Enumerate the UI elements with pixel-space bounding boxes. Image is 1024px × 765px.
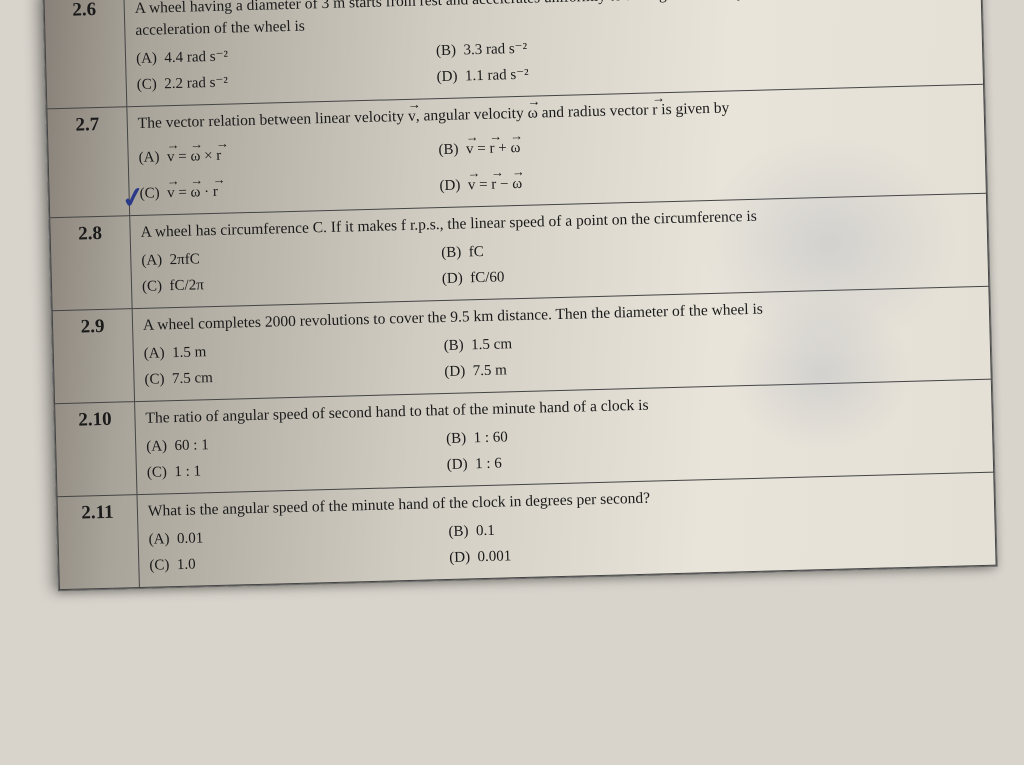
- question-number: 2.10: [55, 402, 137, 497]
- question-number: 2.7: [47, 107, 130, 218]
- option-b: (B) 1 : 60: [446, 422, 706, 451]
- options-grid: (A) 0.01 (B) 0.1 (C) 1.0 (D) 0.001: [148, 515, 709, 577]
- option-b: (B) 1.5 cm: [443, 329, 703, 358]
- option-a: (A) 4.4 rad s⁻²: [136, 42, 396, 71]
- vector-r: r: [652, 100, 658, 123]
- option-a: (A) 2πfC: [141, 244, 401, 273]
- option-c: (C) 7.5 cm: [144, 363, 404, 392]
- question-body: The vector relation between linear veloc…: [127, 85, 987, 216]
- option-c: (C) fC/2π: [142, 270, 402, 299]
- option-d: (D) 1.1 rad s⁻²: [436, 60, 696, 89]
- question-number: 2.6: [44, 0, 127, 109]
- option-d: (D) 7.5 m: [444, 355, 704, 384]
- option-b: (B) fC: [441, 236, 701, 265]
- option-d: (D) v = r − ω: [439, 169, 699, 198]
- option-a: (A) 0.01: [148, 523, 408, 552]
- option-c: (C) 2.2 rad s⁻²: [137, 68, 397, 97]
- option-b: (B) 3.3 rad s⁻²: [436, 34, 696, 63]
- questions-table: 2.6 A wheel having a diameter of 3 m sta…: [43, 0, 996, 590]
- option-c: (C) 1 : 1: [147, 456, 407, 485]
- options-grid: (A) 4.4 rad s⁻² (B) 3.3 rad s⁻² (C) 2.2 …: [136, 34, 697, 96]
- question-number: 2.8: [50, 216, 132, 311]
- option-d: (D) 0.001: [449, 541, 709, 570]
- options-grid: (A) 1.5 m (B) 1.5 cm (C) 7.5 cm (D) 7.5 …: [144, 329, 705, 391]
- question-number: 2.11: [57, 495, 139, 590]
- option-b: (B) v = r + ω: [438, 133, 698, 162]
- options-grid: (A) v = ω × r (B) v = r + ω (C) v = ω · …: [138, 127, 699, 205]
- vector-omega: ω: [527, 103, 538, 126]
- option-b: (B) 0.1: [448, 515, 708, 544]
- question-number: 2.9: [52, 309, 134, 404]
- vector-v: v: [408, 106, 416, 129]
- option-c: (C) v = ω · r: [139, 177, 399, 206]
- option-a: (A) v = ω × r: [138, 141, 398, 170]
- question-text: A wheel having a diameter of 3 m starts …: [134, 0, 971, 43]
- option-a: (A) 1.5 m: [144, 337, 404, 366]
- option-a: (A) 60 : 1: [146, 430, 406, 459]
- options-grid: (A) 2πfC (B) fC (C) fC/2π (D) fC/60: [141, 236, 702, 298]
- option-d: (D) fC/60: [442, 262, 702, 291]
- scanned-page: 2.6 A wheel having a diameter of 3 m sta…: [42, 0, 997, 591]
- option-d: (D) 1 : 6: [447, 448, 707, 477]
- option-c: (C) 1.0: [149, 549, 409, 578]
- options-grid: (A) 60 : 1 (B) 1 : 60 (C) 1 : 1 (D) 1 : …: [146, 422, 707, 484]
